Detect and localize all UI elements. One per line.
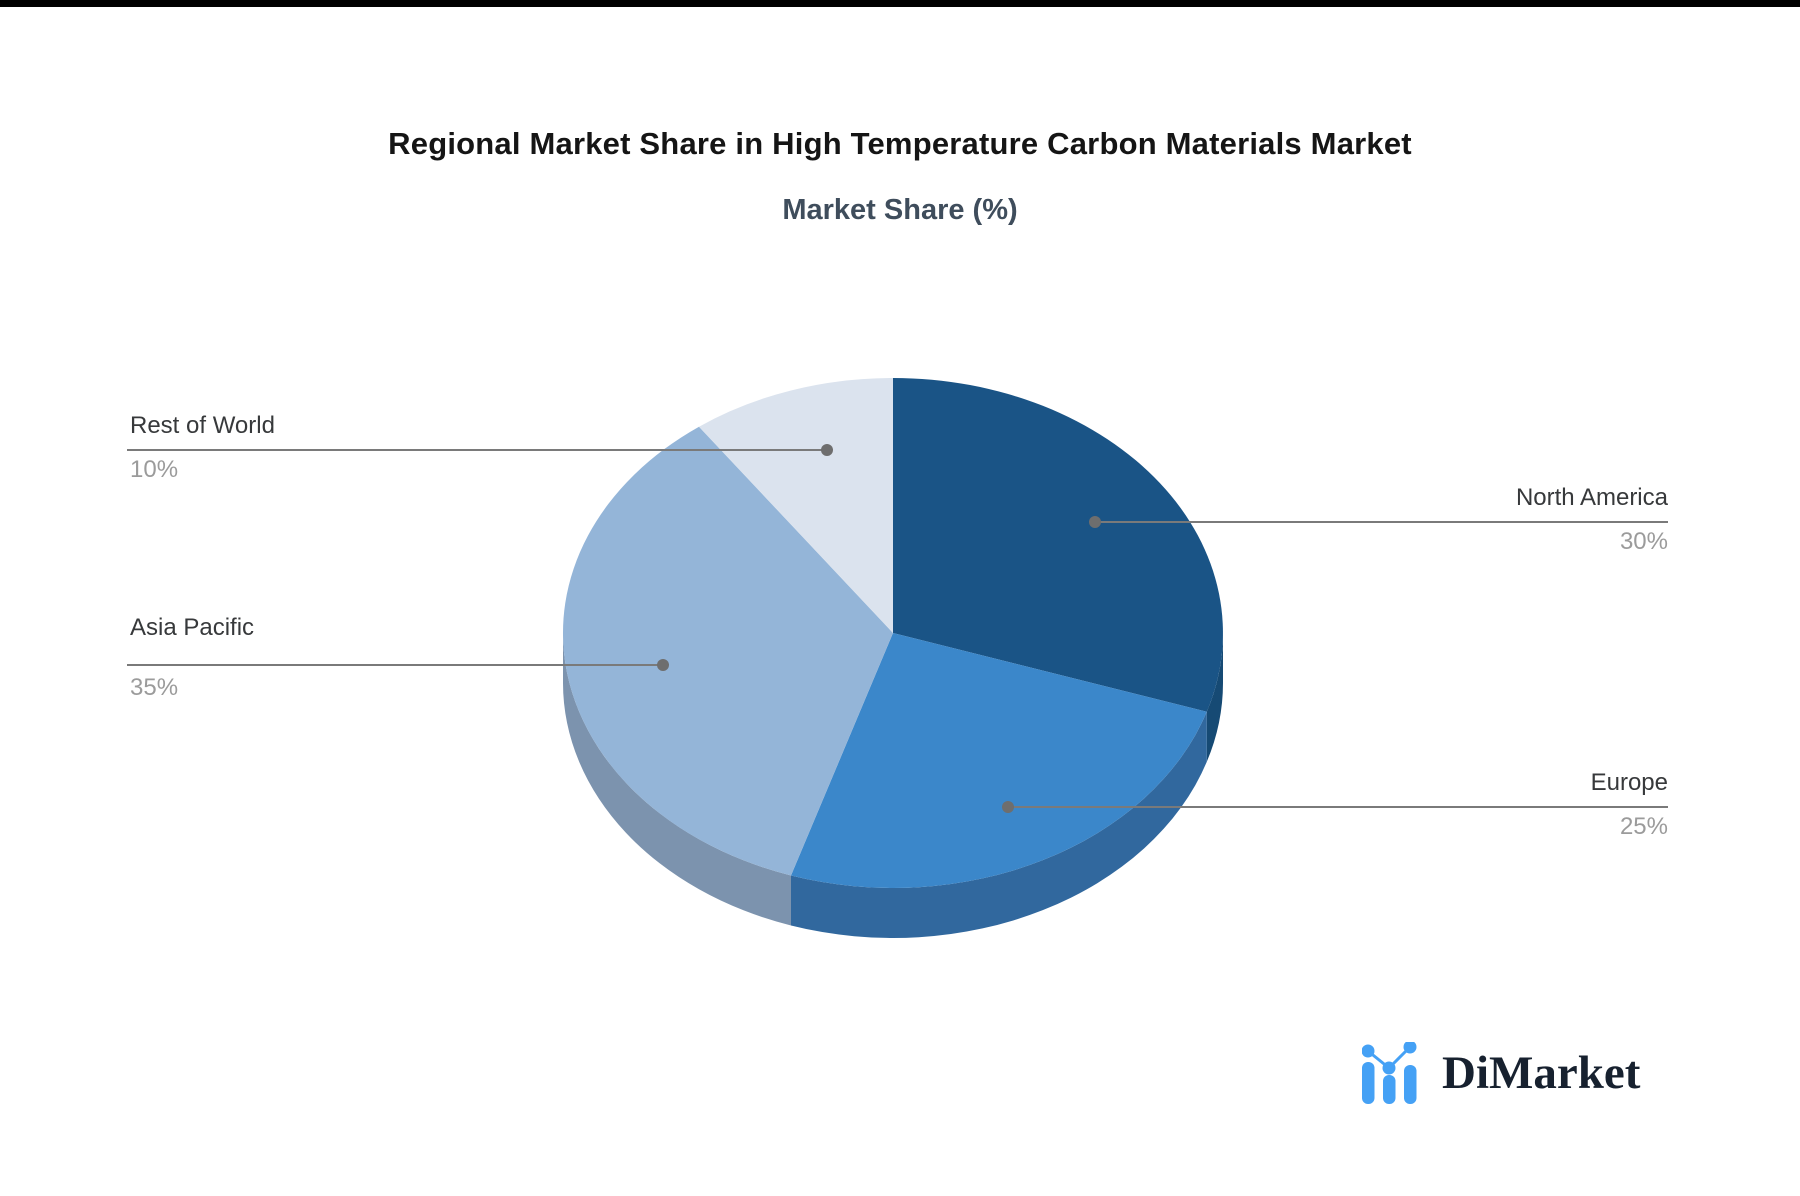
label-rest-of-world: Rest of World xyxy=(130,412,275,439)
pie-slice-side-north-america[interactable] xyxy=(1206,633,1223,762)
pie-slice-side-europe[interactable] xyxy=(791,711,1207,938)
leader-dot-north-america xyxy=(1089,516,1101,528)
pie-slice-rest-of-world[interactable] xyxy=(699,377,893,633)
pct-rest-of-world: 10% xyxy=(130,456,179,483)
leader-dot-europe xyxy=(1002,801,1014,813)
label-europe: Europe xyxy=(1590,769,1668,796)
pie-slice-europe[interactable] xyxy=(791,633,1207,888)
dimarket-logo-icon xyxy=(1362,1042,1417,1104)
leader-dot-rest-of-world xyxy=(821,444,833,456)
label-asia-pacific: Asia Pacific xyxy=(130,614,255,641)
pie-slice-north-america[interactable] xyxy=(893,378,1223,712)
chart-subtitle: Market Share (%) xyxy=(782,194,1018,226)
pct-asia-pacific: 35% xyxy=(130,674,179,701)
dimarket-logo-text: DiMarket xyxy=(1442,1046,1641,1099)
pie-slice-side-asia-pacific[interactable] xyxy=(563,633,791,926)
label-north-america: North America xyxy=(1515,484,1668,511)
pct-europe: 25% xyxy=(1619,813,1668,840)
pie-slice-asia-pacific[interactable] xyxy=(562,426,893,876)
pct-north-america: 30% xyxy=(1619,528,1668,555)
chart-title: Regional Market Share in High Temperatur… xyxy=(388,126,1412,161)
leader-dot-asia-pacific xyxy=(657,659,669,671)
dimarket-logo: DiMarket xyxy=(1362,1042,1640,1104)
window-top-border xyxy=(0,0,1800,7)
